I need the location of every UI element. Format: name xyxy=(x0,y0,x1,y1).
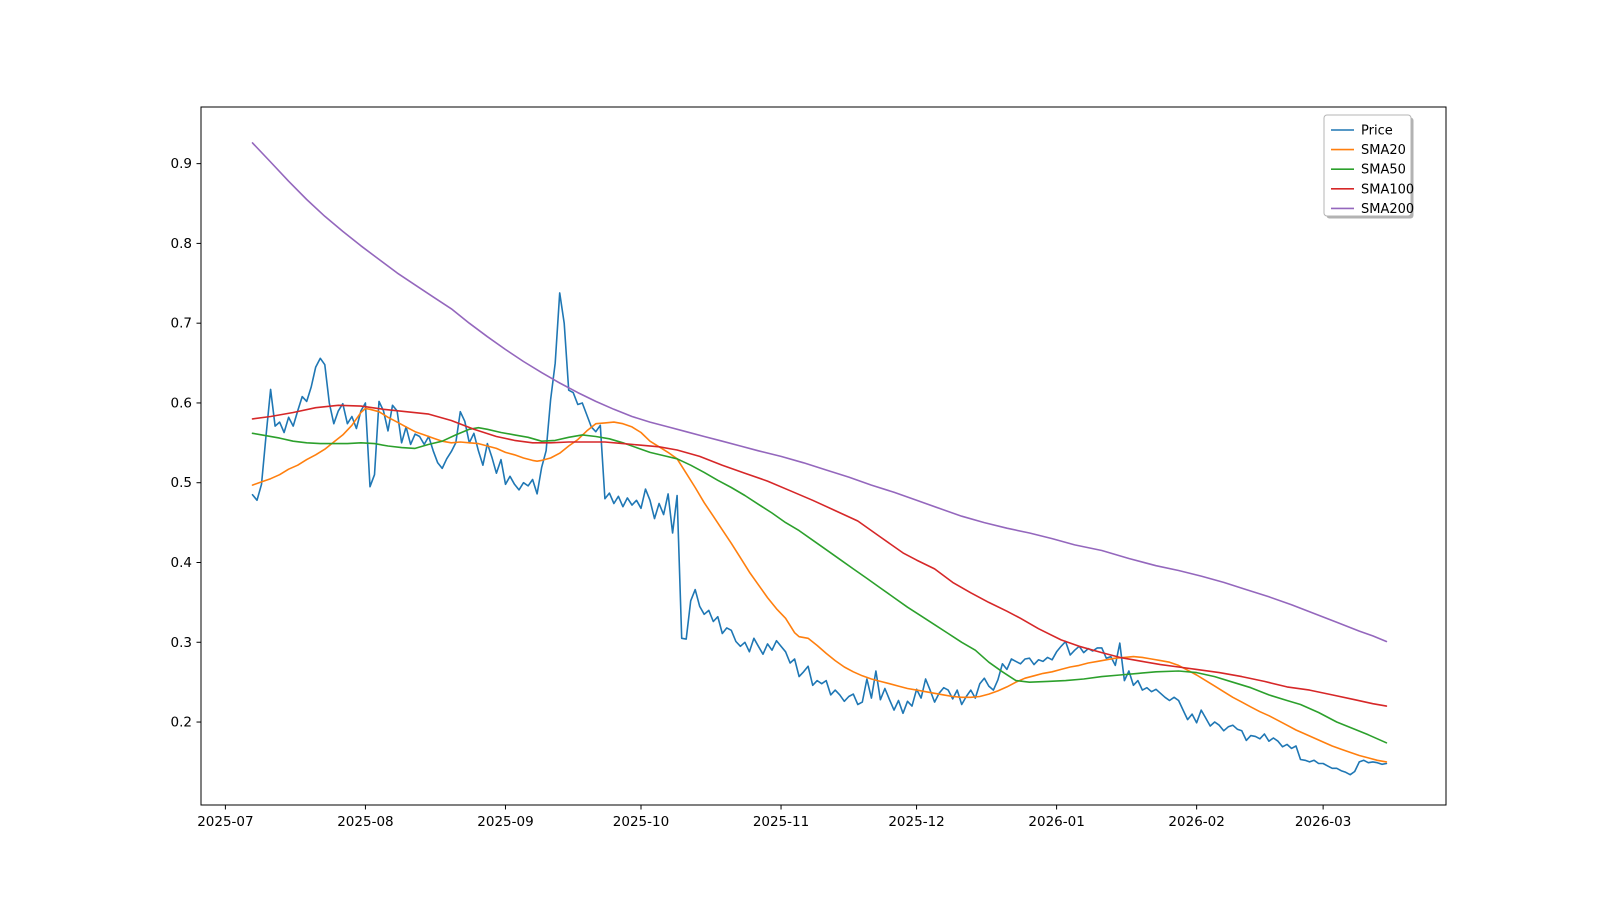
y-tick-label: 0.9 xyxy=(171,156,192,172)
y-tick-label: 0.4 xyxy=(171,555,192,571)
plot-border xyxy=(200,106,1447,806)
x-tick-label: 2026-01 xyxy=(1028,814,1084,830)
x-tick-label: 2026-03 xyxy=(1295,814,1351,830)
legend-label-sma20: SMA20 xyxy=(1361,143,1406,158)
y-tick-label: 0.2 xyxy=(171,715,192,731)
y-tick-label: 0.8 xyxy=(171,236,192,252)
x-tick-label: 2025-09 xyxy=(477,814,533,830)
legend-label-sma200: SMA200 xyxy=(1361,202,1414,217)
legend-box xyxy=(1323,114,1412,217)
legend-label-sma100: SMA100 xyxy=(1361,182,1414,197)
series-line-sma100 xyxy=(251,404,1388,707)
x-tick-label: 2025-10 xyxy=(613,814,669,830)
x-tick-label: 2025-07 xyxy=(197,814,253,830)
series-line-sma50 xyxy=(251,426,1388,744)
y-tick-label: 0.7 xyxy=(171,316,192,332)
series-line-sma200 xyxy=(251,142,1388,643)
y-tick-label: 0.6 xyxy=(171,395,192,411)
x-tick-label: 2025-08 xyxy=(337,814,393,830)
x-tick-label: 2025-12 xyxy=(888,814,944,830)
legend-label-sma50: SMA50 xyxy=(1361,163,1406,178)
x-tick-label: 2026-02 xyxy=(1168,814,1224,830)
y-tick-label: 0.3 xyxy=(171,635,192,651)
x-tick-label: 2025-11 xyxy=(753,814,809,830)
y-tick-label: 0.5 xyxy=(171,475,192,491)
series-line-price xyxy=(251,292,1388,776)
legend-label-price: Price xyxy=(1361,124,1393,139)
series-line-sma20 xyxy=(251,407,1388,763)
